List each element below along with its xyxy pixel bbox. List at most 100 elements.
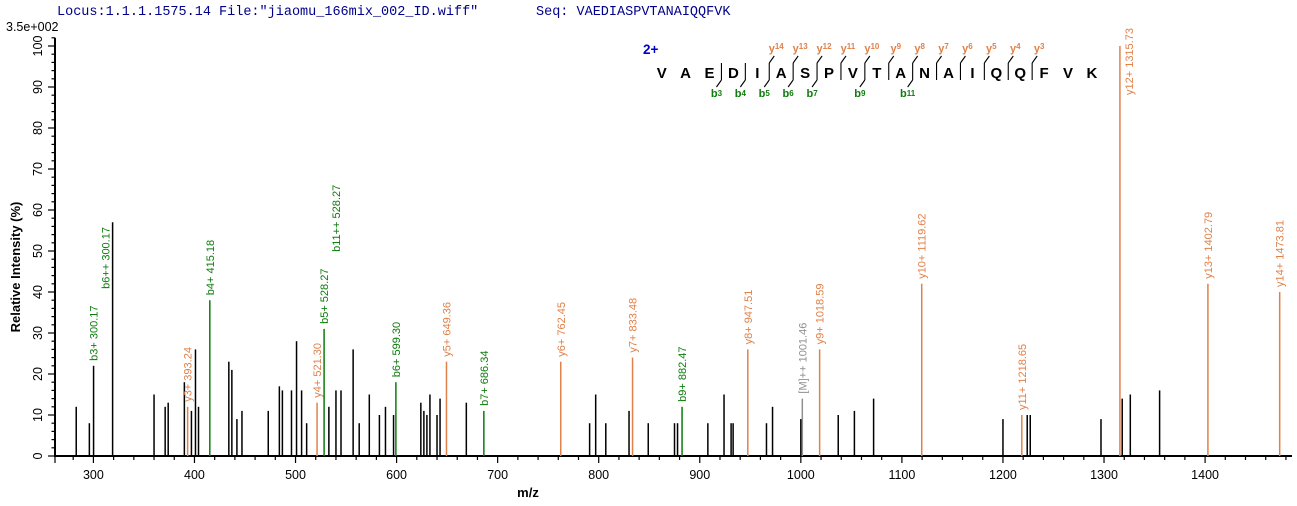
y-tick-label: 0: [31, 452, 45, 459]
sequence-residue: A: [895, 65, 906, 82]
x-tick-label: 700: [487, 468, 508, 482]
y-cleavage-tick: [816, 55, 823, 64]
peak-label: y13+ 1402.79: [1203, 212, 1215, 279]
x-tick-label: 600: [386, 468, 407, 482]
sequence-residue: D: [728, 65, 739, 82]
y-cleavage-tick: [1031, 55, 1038, 64]
sequence-residue: A: [680, 65, 691, 82]
precursor-charge-label: 2+: [643, 42, 659, 57]
b-cleavage-tick: [787, 79, 794, 88]
b-ion-label: b3: [711, 88, 723, 100]
peak-label: y12+ 1315.73: [1124, 28, 1136, 95]
sequence-residue: V: [1063, 65, 1073, 82]
x-tick-label: 1100: [888, 468, 915, 482]
x-tick-label: 400: [184, 468, 205, 482]
y-ion-label: y7: [938, 42, 949, 55]
b-ion-label: b9: [854, 88, 866, 100]
sequence-residue: S: [800, 65, 810, 82]
sequence-residue: N: [919, 65, 930, 82]
y-ion-label: y12: [817, 42, 833, 55]
b-ion-label: b11: [900, 88, 916, 100]
intensity-scale-label: 3.5e+002: [6, 20, 59, 34]
x-tick-label: 1400: [1191, 468, 1219, 482]
peak-label: b6+ 599.30: [391, 322, 403, 377]
y-cleavage-tick: [840, 55, 847, 64]
x-tick-label: 1000: [787, 468, 815, 482]
sequence-residue: P: [824, 65, 834, 82]
y-ion-label: y3: [1034, 42, 1045, 55]
b-cleavage-tick: [739, 79, 746, 88]
peak-label: y6+ 762.45: [556, 302, 568, 357]
peak-label: y10+ 1119.62: [917, 213, 929, 278]
peak-label: b6++ 300.17: [101, 227, 113, 289]
peak-label: b11++ 528.27: [331, 185, 343, 252]
peak-label: b7+ 686.34: [479, 351, 491, 406]
sequence-residue: F: [1040, 65, 1049, 82]
peak-label: y7+ 833.48: [628, 298, 640, 353]
b-ion-label: b4: [735, 88, 747, 100]
y-cleavage-tick: [936, 55, 942, 64]
y-ion-label: y13: [793, 42, 809, 55]
locus-file-header: Locus:1.1.1.1575.14 File:"jiaomu_166mix_…: [57, 5, 479, 20]
y-tick-label: 40: [31, 285, 45, 299]
sequence-residue: A: [943, 65, 954, 82]
b-ion-label: b6: [783, 88, 795, 100]
b-cleavage-tick: [716, 79, 722, 88]
x-tick-label: 300: [83, 468, 104, 482]
y-ion-label: y14: [769, 42, 785, 55]
y-tick-label: 20: [31, 367, 45, 381]
b-ion-label: b7: [806, 88, 818, 100]
y-cleavage-tick: [912, 55, 919, 64]
x-tick-label: 1300: [1090, 468, 1118, 482]
b-ion-label: b5: [759, 88, 771, 100]
y-cleavage-tick: [888, 55, 895, 64]
peak-label: y3+ 393.24: [183, 347, 195, 402]
sequence-header: Seq: VAEDIASPVTANAIQQFVK: [536, 5, 731, 20]
y-cleavage-tick: [768, 55, 775, 64]
y-cleavage-tick: [960, 55, 966, 64]
sequence-residue: V: [848, 65, 858, 82]
y-ion-label: y5: [986, 42, 997, 55]
peak-label: [M]++ 1001.46: [797, 323, 809, 394]
y-ion-label: y8: [914, 42, 925, 55]
b-cleavage-tick: [763, 79, 770, 88]
b-cleavage-tick: [907, 79, 914, 88]
x-axis-title: m/z: [517, 485, 539, 500]
sequence-residue: T: [872, 65, 881, 82]
peak-label: y4+ 521.30: [312, 343, 324, 398]
y-tick-label: 100: [31, 36, 45, 57]
y-cleavage-tick: [792, 55, 799, 64]
peak-label: y9+ 1018.59: [815, 284, 827, 345]
y-cleavage-tick: [864, 55, 871, 64]
x-tick-label: 800: [588, 468, 609, 482]
y-tick-label: 90: [31, 80, 45, 94]
y-axis-title: Relative Intensity (%): [8, 202, 23, 333]
y-cleavage-tick: [1007, 55, 1014, 64]
x-tick-label: 900: [689, 468, 710, 482]
peak-label: b4+ 415.18: [205, 240, 217, 295]
sequence-residue: V: [657, 65, 667, 82]
y-ion-label: y6: [962, 42, 973, 55]
peak-label: y11+ 1218.65: [1017, 344, 1029, 410]
sequence-residue: A: [776, 65, 787, 82]
sequence-residue: I: [755, 65, 759, 82]
y-cleavage-tick: [983, 55, 990, 64]
sequence-residue: Q: [990, 65, 1002, 82]
y-tick-label: 10: [31, 408, 45, 422]
y-tick-label: 80: [31, 121, 45, 135]
y-ion-label: y10: [864, 42, 880, 55]
b-cleavage-tick: [811, 79, 818, 88]
y-ion-label: y4: [1010, 42, 1021, 55]
sequence-residue: I: [970, 65, 974, 82]
y-ion-label: y11: [841, 42, 856, 55]
y-ion-label: y9: [890, 42, 901, 55]
y-tick-label: 70: [31, 162, 45, 176]
x-tick-label: 500: [285, 468, 306, 482]
x-tick-label: 1200: [989, 468, 1017, 482]
peak-label: y5+ 649.36: [441, 302, 453, 357]
y-tick-label: 50: [31, 244, 45, 258]
peak-label: b5+ 528.27: [319, 269, 331, 324]
peak-label: y14+ 1473.81: [1275, 220, 1287, 287]
